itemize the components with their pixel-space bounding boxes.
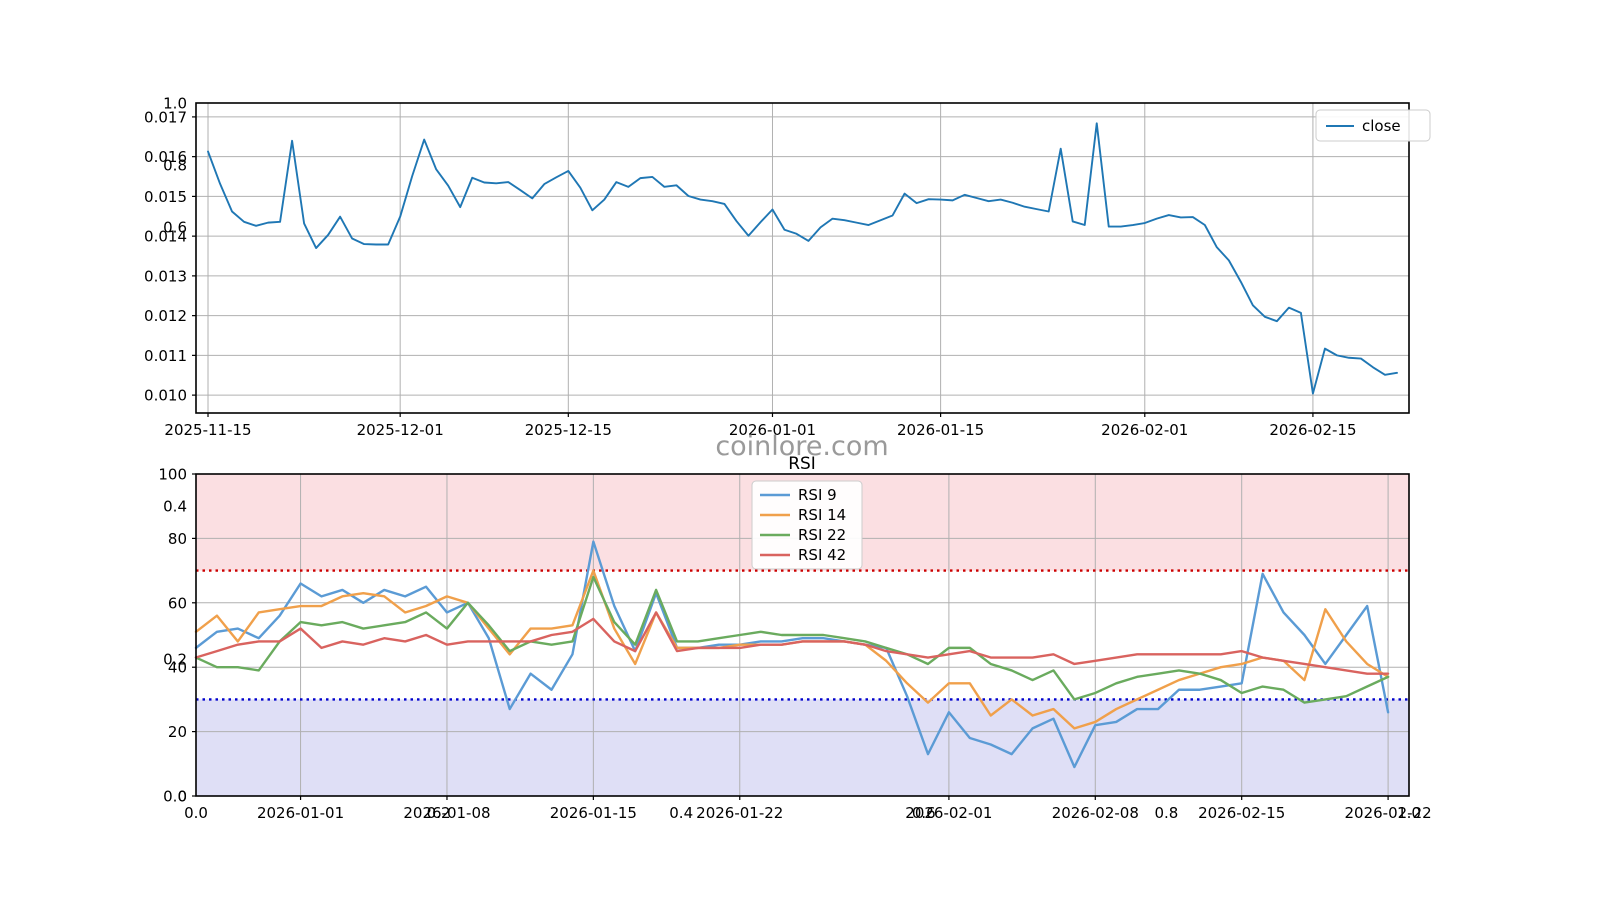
price-phantom-y-tick-label: 0.8 [163, 157, 187, 175]
rsi-y-tick-label: 40 [168, 659, 187, 677]
price-plot-frame [195, 102, 1410, 414]
rsi-line-rsi-22 [194, 575, 1390, 704]
rsi-panel-title: RSI [788, 454, 816, 474]
price-y-tick-label: 0.015 [144, 188, 187, 206]
price-y-tick-label: 0.012 [144, 307, 187, 325]
rsi-x-tick-label: 2026-02-15 [1198, 804, 1285, 822]
rsi-phantom-x-tick-label: 0.6 [912, 804, 936, 822]
rsi-x-tick-label: 2026-02-22 [1344, 804, 1431, 822]
rsi-phantom-y-axis-labels: 0.4 0.2 0.0 [163, 498, 187, 806]
rsi-series-lines [194, 540, 1390, 769]
price-y-tick-label: 0.010 [144, 387, 187, 405]
rsi-x-tick-label: 2026-01-01 [257, 804, 344, 822]
oversold-band [196, 699, 1409, 796]
rsi-phantom-x-tick-label: 0.0 [184, 804, 208, 822]
price-x-tick-label: 2025-11-15 [164, 421, 251, 439]
rsi-gridlines [196, 473, 1409, 797]
price-close-line [207, 122, 1398, 395]
price-x-tick-label: 2026-02-01 [1101, 421, 1188, 439]
price-phantom-y-tick-label: 0.6 [163, 219, 187, 237]
rsi-y-tick-label: 60 [168, 594, 187, 612]
rsi-phantom-x-tick-label: 0.8 [1154, 804, 1178, 822]
price-chart-panel: 0.017 0.016 0.015 0.014 0.013 0.012 0.011 0.010… [144, 95, 1431, 439]
rsi-y-axis-labels: 100 80 60 40 20 0 [158, 466, 196, 806]
price-phantom-y-tick-label: 1.0 [163, 95, 187, 113]
rsi-phantom-x-axis-labels: 0.0 0.2 0.4 0.6 0.8 1.0 [184, 804, 1421, 822]
rsi-line-rsi-9 [194, 540, 1390, 769]
rsi-legend-label: RSI 9 [798, 486, 837, 504]
price-y-tick-label: 0.016 [144, 148, 187, 166]
price-y-tick-label: 0.011 [144, 347, 187, 365]
rsi-x-axis-labels: 2026-01-01 2026-01-08 2026-01-15 2026-01-22… [257, 796, 1432, 822]
price-x-tick-label: 2026-01-15 [897, 421, 984, 439]
rsi-legend-label: RSI 14 [798, 506, 846, 524]
rsi-phantom-y-tick-label: 0.2 [163, 651, 187, 669]
price-x-tick-label: 2025-12-15 [525, 421, 612, 439]
rsi-phantom-y-tick-label: 0.0 [163, 788, 187, 806]
rsi-x-tick-label: 2026-01-08 [403, 804, 490, 822]
rsi-y-tick-label: 100 [158, 466, 187, 484]
rsi-y-tick-label: 20 [168, 723, 187, 741]
rsi-phantom-x-tick-label: 1.0 [1397, 804, 1421, 822]
rsi-legend-label: RSI 42 [798, 546, 846, 564]
rsi-phantom-x-tick-label: 0.2 [427, 804, 451, 822]
rsi-phantom-y-tick-label: 0.4 [163, 498, 187, 516]
rsi-legend-label: RSI 22 [798, 526, 846, 544]
price-x-tick-label: 2025-12-01 [357, 421, 444, 439]
price-y-tick-label: 0.017 [144, 108, 187, 126]
price-y-tick-label: 0.013 [144, 267, 187, 285]
rsi-phantom-x-tick-label: 0.4 [669, 804, 693, 822]
price-phantom-y-axis-labels: 1.0 0.8 0.6 [163, 95, 187, 237]
price-legend[interactable]: close [1315, 109, 1431, 142]
price-y-tick-label: 0.014 [144, 228, 187, 246]
rsi-y-tick-label: 80 [168, 530, 187, 548]
rsi-x-tick-label: 2026-01-22 [696, 804, 783, 822]
price-legend-label: close [1362, 117, 1401, 135]
watermark-text: coinlore.com [715, 431, 888, 462]
rsi-x-tick-label: 2026-02-01 [905, 804, 992, 822]
rsi-plot-frame [195, 473, 1410, 797]
rsi-line-rsi-42 [194, 611, 1390, 675]
rsi-x-tick-label: 2026-01-15 [550, 804, 637, 822]
rsi-x-tick-label: 2026-02-08 [1052, 804, 1139, 822]
price-x-axis-labels: 2025-11-15 2025-12-01 2025-12-15 2026-01-01… [164, 413, 1357, 439]
price-gridlines [196, 103, 1409, 413]
rsi-legend[interactable]: RSI 9 RSI 14 RSI 22 RSI 42 [751, 480, 863, 570]
price-y-axis-labels: 0.017 0.016 0.015 0.014 0.013 0.012 0.011 0.010 [144, 108, 196, 405]
price-x-tick-label: 2026-01-01 [729, 421, 816, 439]
rsi-y-tick-label: 0 [177, 788, 187, 806]
price-x-tick-label: 2026-02-15 [1269, 421, 1356, 439]
